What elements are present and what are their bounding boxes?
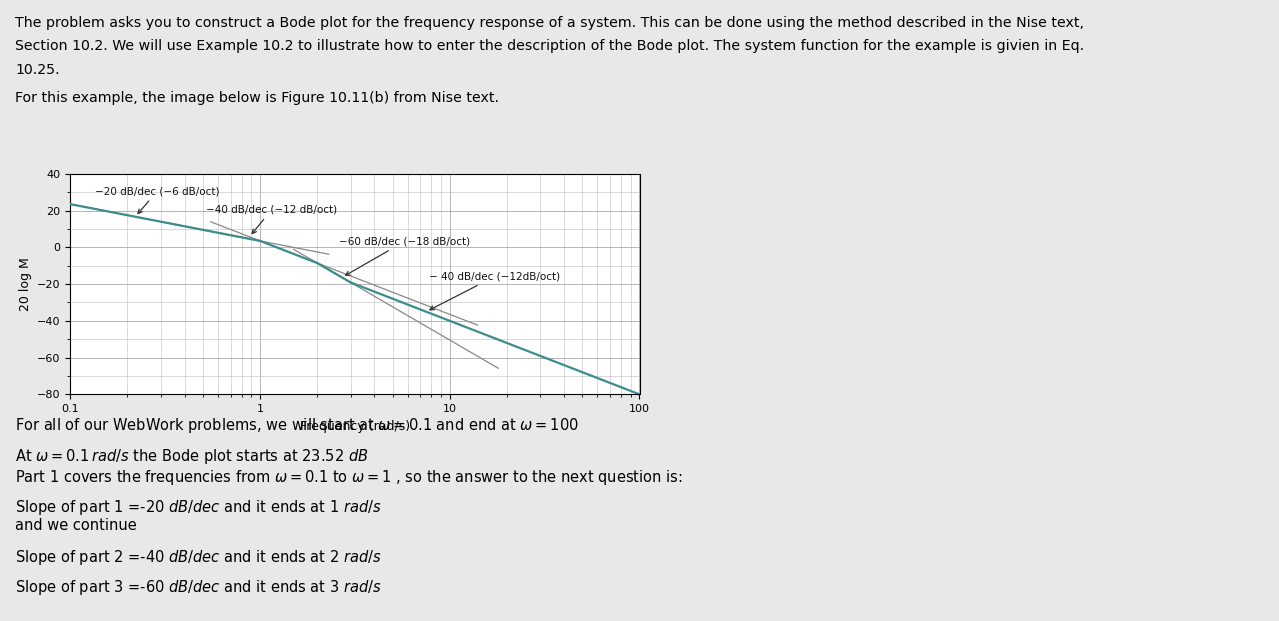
Text: Part 1 covers the frequencies from $\omega = 0.1$ to $\omega = 1$ , so the answe: Part 1 covers the frequencies from $\ome… [15, 468, 683, 487]
Text: For all of our WebWork problems, we will start at $\omega = 0.1$ and end at $\om: For all of our WebWork problems, we will… [15, 416, 579, 435]
Text: −40 dB/dec (−12 dB/oct): −40 dB/dec (−12 dB/oct) [206, 204, 338, 233]
Text: − 40 dB/dec (−12dB/oct): − 40 dB/dec (−12dB/oct) [430, 271, 560, 310]
Text: Slope of part 1 =-20 $dB/dec$ and it ends at 1 $rad/s$: Slope of part 1 =-20 $dB/dec$ and it end… [15, 498, 382, 517]
Text: −20 dB/dec (−6 dB/oct): −20 dB/dec (−6 dB/oct) [95, 186, 220, 214]
Text: 10.25.: 10.25. [15, 63, 60, 77]
X-axis label: Frequency (rad/s): Frequency (rad/s) [299, 420, 411, 433]
Text: For this example, the image below is Figure 10.11(b) from Nise text.: For this example, the image below is Fig… [15, 91, 499, 105]
Text: Slope of part 3 =-60 $dB/dec$ and it ends at 3 $rad/s$: Slope of part 3 =-60 $dB/dec$ and it end… [15, 578, 382, 597]
Text: Section 10.2. We will use Example 10.2 to illustrate how to enter the descriptio: Section 10.2. We will use Example 10.2 t… [15, 39, 1085, 53]
Y-axis label: 20 log M: 20 log M [19, 257, 32, 311]
Text: At $\omega = 0.1\,rad/s$ the Bode plot starts at 23.52 $dB$: At $\omega = 0.1\,rad/s$ the Bode plot s… [15, 447, 368, 466]
Text: The problem asks you to construct a Bode plot for the frequency response of a sy: The problem asks you to construct a Bode… [15, 16, 1085, 30]
Text: −60 dB/dec (−18 dB/oct): −60 dB/dec (−18 dB/oct) [339, 237, 469, 275]
Text: and we continue: and we continue [15, 518, 137, 533]
Text: Slope of part 2 =-40 $dB/dec$ and it ends at 2 $rad/s$: Slope of part 2 =-40 $dB/dec$ and it end… [15, 548, 382, 567]
